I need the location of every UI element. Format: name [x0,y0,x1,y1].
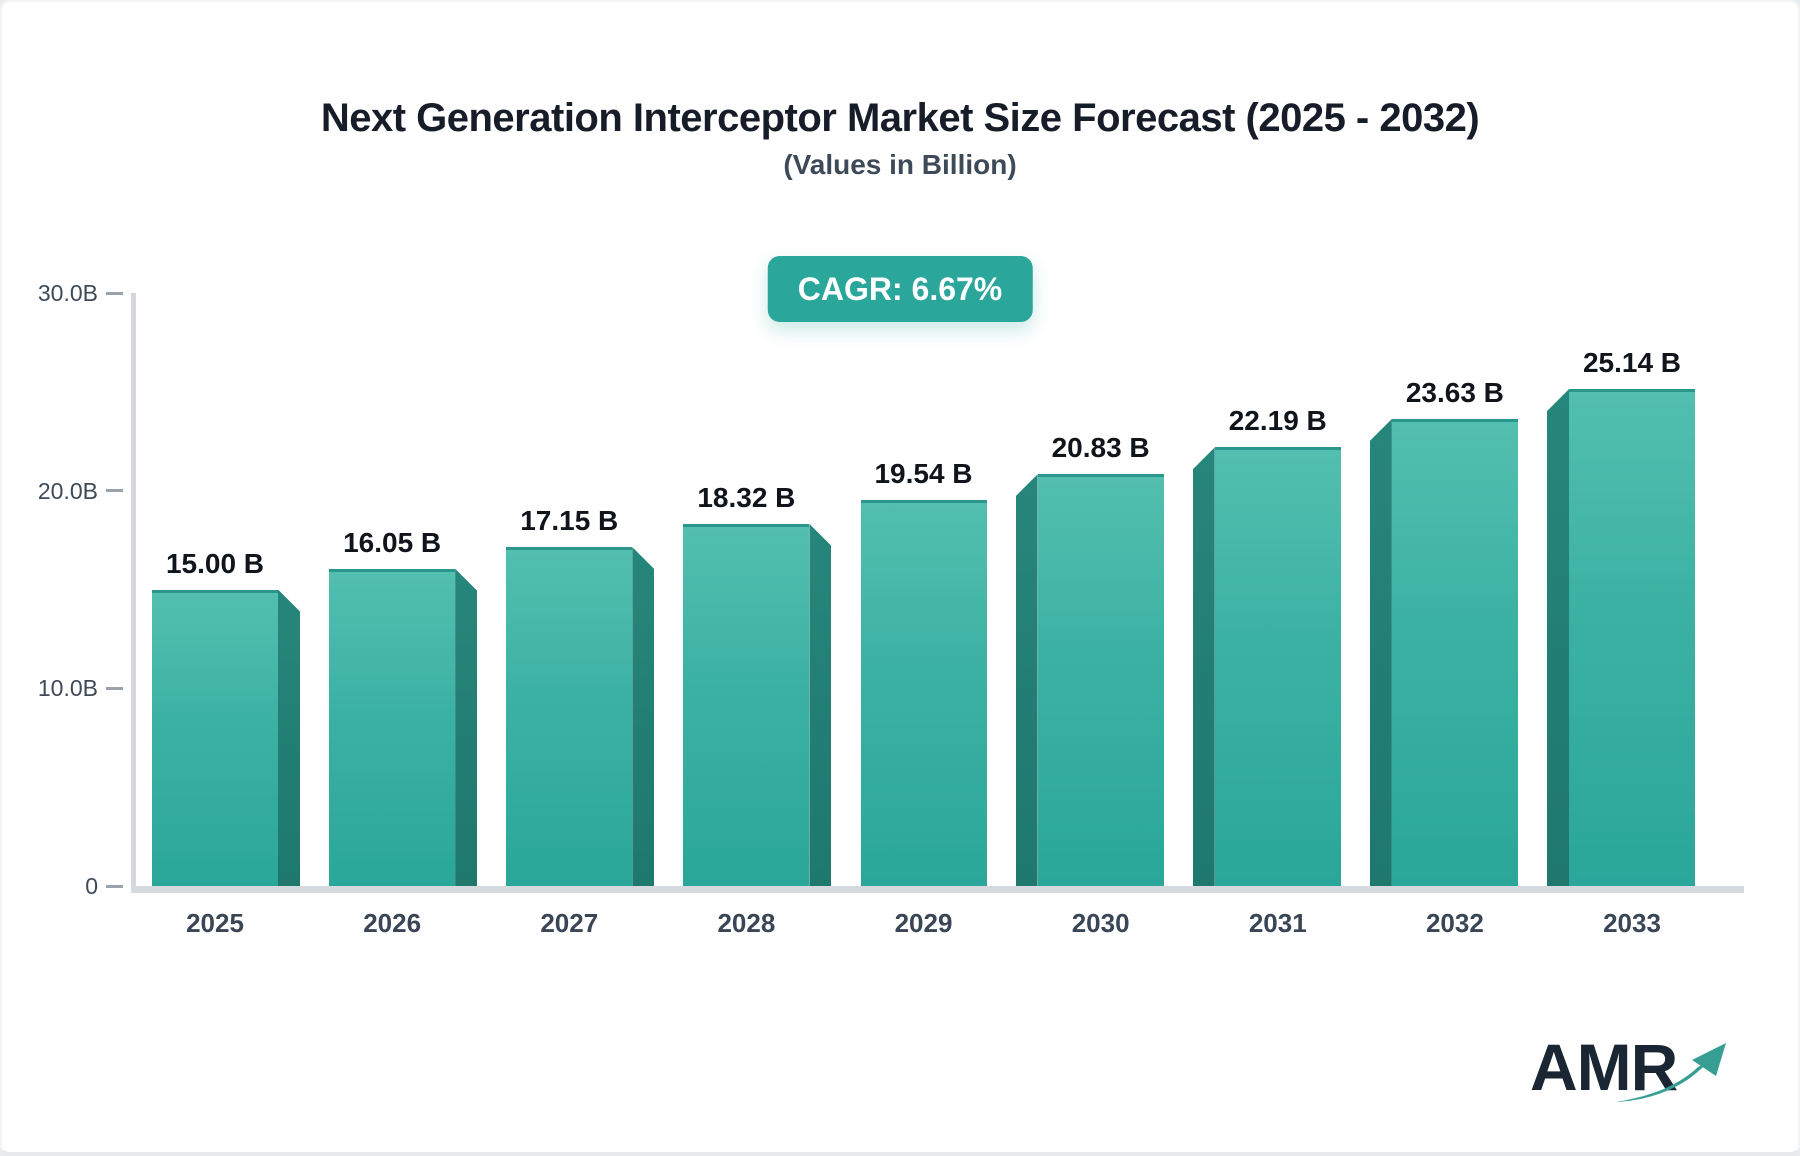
cagr-badge: CAGR: 6.67% [767,256,1033,322]
bar-side-3d-2031 [1192,447,1215,886]
y-tick-label-30.0B: 30.0B [37,280,98,306]
bar-2030[interactable] [1037,474,1164,886]
bar-group-2027: 17.15 B 2027 [506,505,655,938]
y-tick-dash-20.0B [106,489,123,493]
value-label-2025: 15.00 B [165,547,265,579]
bar-side-3d-2030 [1015,474,1038,886]
bar-2026[interactable] [329,568,456,886]
bar-group-2030: 20.83 B 2030 [1015,432,1164,938]
x-tick-label-2029: 2029 [894,908,953,938]
bar-group-2032: 23.63 B 2032 [1369,377,1518,938]
x-tick-label-2030: 2030 [1071,908,1130,938]
x-tick-label-2026: 2026 [363,908,422,938]
bar-side-3d-2027 [632,547,655,886]
bar-group-2028: 18.32 B 2028 [683,482,832,938]
x-tick-label-2027: 2027 [540,908,599,938]
y-axis-line [131,293,136,886]
amr-logo-text: AMR [1530,1030,1678,1104]
y-tick-dash-30.0B [106,291,123,295]
bar-group-2031: 22.19 B 2031 [1192,405,1341,938]
y-tick-dash-10.0B [106,686,123,690]
bar-side-3d-2028 [809,523,832,886]
y-tick-label-20.0B: 20.0B [37,477,98,504]
bar-group-2029: 19.54 B 2029 [860,458,987,938]
growth-arrow-icon [1616,1043,1726,1102]
bar-group-2033: 25.14 B 2033 [1547,347,1695,938]
bar-2032[interactable] [1391,418,1518,886]
x-tick-label-2033: 2033 [1603,908,1661,938]
bar-group-2026: 16.05 B 2026 [329,527,478,938]
chart-subtitle: (Values in Billion) [783,149,1017,180]
amr-logo: AMR [1530,1034,1730,1120]
bar-side-3d-2033 [1547,389,1569,886]
bar-2033[interactable] [1569,389,1695,886]
bar-side-3d-2026 [455,568,478,886]
x-axis-baseline [131,886,1744,893]
bar-2029[interactable] [860,499,987,886]
value-label-2033: 25.14 B [1582,347,1682,379]
x-tick-label-2031: 2031 [1248,908,1307,938]
value-label-2026: 16.05 B [343,526,442,558]
value-label-2029: 19.54 B [874,457,973,489]
y-tick-label-10.0B: 10.0B [37,675,98,702]
bar-2031[interactable] [1214,447,1341,886]
bar-side-3d-2032 [1369,418,1392,886]
x-tick-label-2032: 2032 [1425,908,1484,938]
chart-title: Next Generation Interceptor Market Size … [320,96,1480,140]
value-label-2032: 23.63 B [1405,376,1504,408]
value-label-2031: 22.19 B [1228,405,1327,437]
x-tick-label-2028: 2028 [717,908,776,938]
bar-side-3d-2025 [278,589,300,886]
value-label-2027: 17.15 B [520,505,619,537]
bar-2027[interactable] [506,547,633,886]
bar-2028[interactable] [683,523,810,886]
x-tick-label-2025: 2025 [186,908,244,938]
bar-group-2025: 15.00 B 2025 [152,548,300,938]
value-label-2030: 20.83 B [1051,432,1150,464]
y-tick-dash-0 [106,884,123,888]
y-tick-label-0: 0 [85,873,98,899]
value-label-2028: 18.32 B [697,481,796,513]
bars-plot-area: 15.00 B 2025 16.05 B 2026 17.15 B 2027 18.32 B… [152,293,1695,938]
bar-2025[interactable] [152,589,278,886]
